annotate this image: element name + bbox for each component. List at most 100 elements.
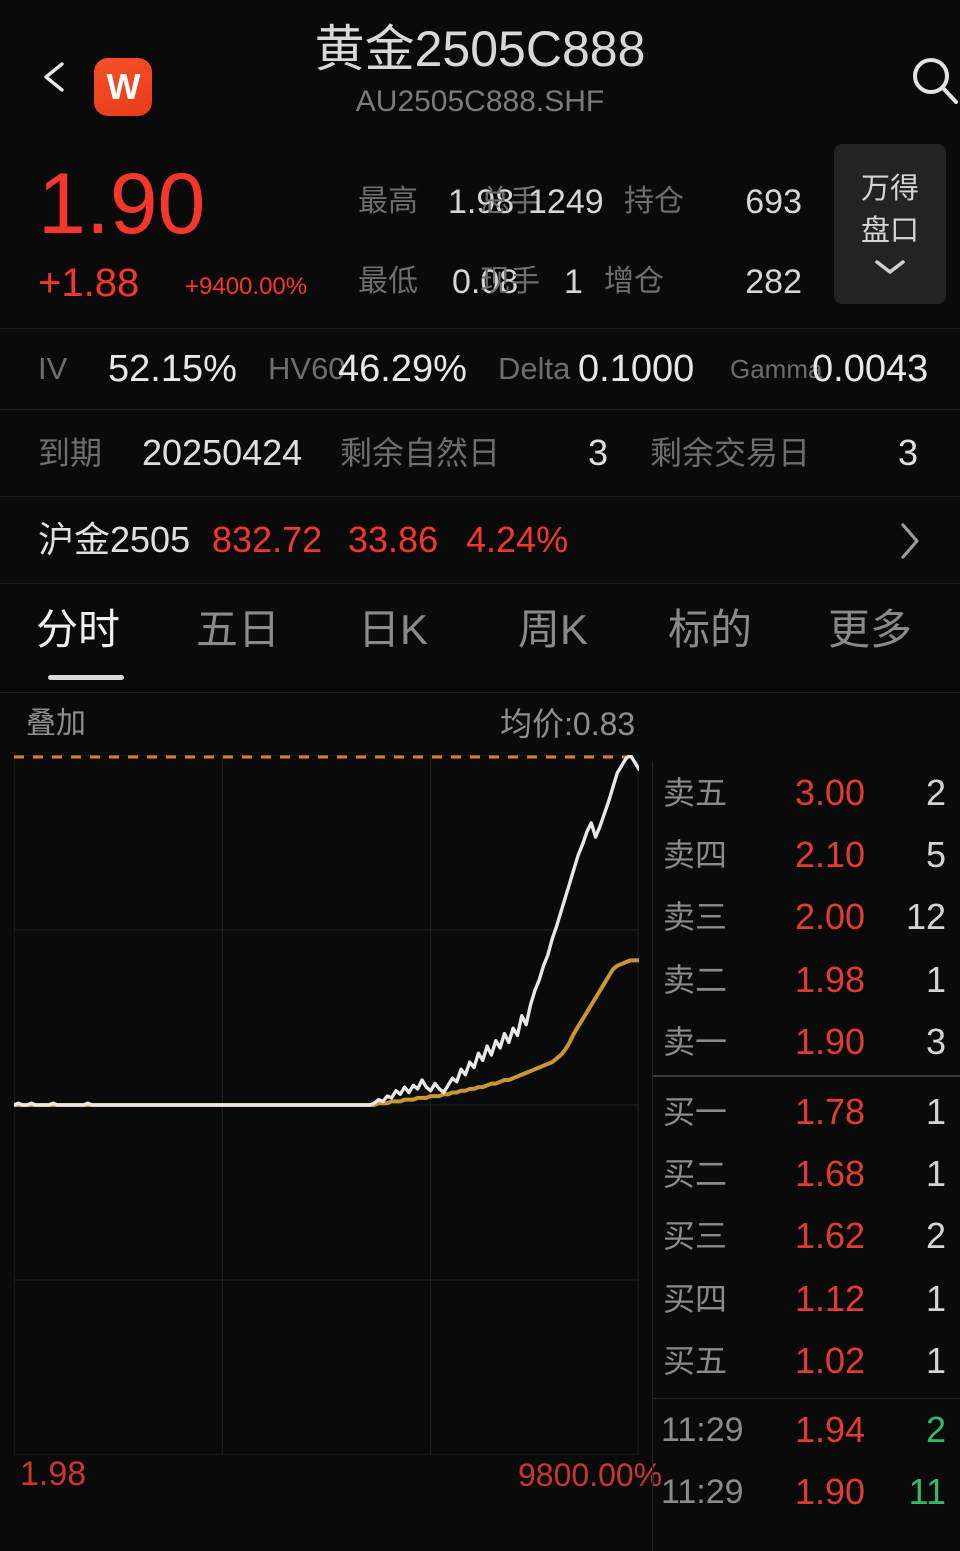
tab-biaodi[interactable]: 标的 bbox=[668, 606, 753, 653]
order-book: 卖五 3.00 2 卖四 2.10 5 卖三 2.00 12 卖二 1.98 1 卖一 1.90 3 买一 1… bbox=[652, 762, 960, 1551]
open-interest-value: 693 bbox=[745, 183, 802, 221]
expiry-value: 20250424 bbox=[142, 432, 303, 473]
underlying-row[interactable]: 沪金2505 832.72 33.86 4.24% bbox=[0, 497, 960, 583]
ask-rows: 卖五 3.00 2 卖四 2.10 5 卖三 2.00 12 卖二 1.98 1 卖一 1.90 3 bbox=[653, 762, 960, 1073]
trade-price: 1.94 bbox=[794, 1408, 866, 1450]
ask-row[interactable]: 卖五 3.00 2 bbox=[653, 762, 960, 824]
bid-level-label: 买五 bbox=[663, 1342, 728, 1379]
ask-price: 2.10 bbox=[794, 834, 866, 876]
natural-days-value: 3 bbox=[588, 432, 609, 473]
oi-change-value: 282 bbox=[745, 263, 802, 301]
quote-block: 1.90 +1.88 +9400.00% 最高 1.98 总手 1249 持仓 … bbox=[0, 144, 960, 328]
bid-level-label: 买四 bbox=[663, 1280, 728, 1317]
bid-row[interactable]: 买三 1.62 2 bbox=[653, 1205, 960, 1267]
y-axis-top-left: 1.98 bbox=[20, 1455, 87, 1493]
high-value: 1.98 bbox=[448, 183, 515, 221]
open-interest-label: 持仓 bbox=[624, 185, 684, 218]
iv-label: IV bbox=[38, 351, 68, 386]
bid-price: 1.02 bbox=[794, 1339, 866, 1381]
divider-3 bbox=[0, 496, 960, 497]
intraday-plot[interactable] bbox=[14, 755, 639, 1455]
price-change: +1.88 bbox=[38, 261, 140, 305]
tab-wuri[interactable]: 五日 bbox=[196, 606, 281, 653]
search-icon bbox=[913, 58, 958, 104]
tape-row-item[interactable]: 11:29 1.94 2 bbox=[653, 1399, 960, 1461]
ask-price: 2.00 bbox=[794, 896, 866, 938]
ask-row[interactable]: 卖一 1.90 3 bbox=[653, 1011, 960, 1073]
chevron-left-icon bbox=[44, 62, 64, 92]
ask-quantity: 1 bbox=[925, 958, 946, 1000]
trading-days-value: 3 bbox=[898, 432, 919, 473]
last-volume-value: 1 bbox=[564, 263, 583, 301]
last-volume-label: 现手 bbox=[480, 265, 540, 298]
tab-fenshi[interactable]: 分时 bbox=[36, 606, 121, 653]
chart-header: 叠加 均价:0.83 bbox=[0, 693, 960, 755]
wind-panel-chevron bbox=[873, 258, 907, 281]
bid-row[interactable]: 买五 1.02 1 bbox=[653, 1330, 960, 1392]
divider-5 bbox=[0, 692, 960, 693]
price-line bbox=[14, 755, 639, 1107]
ask-level-label: 卖一 bbox=[663, 1023, 728, 1060]
hv60-value: 46.29% bbox=[338, 348, 467, 390]
total-volume-label: 总手 bbox=[480, 185, 540, 218]
ask-quantity: 3 bbox=[925, 1020, 946, 1062]
ask-row[interactable]: 卖四 2.10 5 bbox=[653, 824, 960, 886]
back-button[interactable] bbox=[38, 60, 72, 94]
tab-rik[interactable]: 日K bbox=[358, 606, 429, 653]
high-label: 最高 bbox=[358, 185, 418, 218]
low-value: 0.08 bbox=[452, 263, 519, 301]
quote-stats-row-1: 最高 1.98 总手 1249 持仓 693 bbox=[352, 162, 822, 242]
expiry-label: 到期 bbox=[38, 435, 103, 471]
gamma-label: Gamma bbox=[730, 354, 823, 384]
wind-orderbook-toggle[interactable]: 万得 盘口 bbox=[834, 144, 946, 304]
gamma-value: 0.0043 bbox=[812, 348, 929, 390]
tab-gengduo[interactable]: 更多 bbox=[828, 606, 913, 653]
hv60-label: HV60 bbox=[268, 351, 346, 386]
bid-rows: 买一 1.78 1 买二 1.68 1 买三 1.62 2 买四 1.12 1 买五 1.02 1 bbox=[653, 1081, 960, 1392]
avg-price-label: 均价:0.83 bbox=[500, 706, 636, 742]
bid-quantity: 1 bbox=[925, 1153, 946, 1195]
underlying-name: 沪金2505 bbox=[38, 519, 191, 560]
underlying-change-percent: 4.24% bbox=[466, 519, 569, 560]
divider-1 bbox=[0, 328, 960, 329]
ask-level-label: 卖四 bbox=[663, 837, 728, 874]
greeks-row: IV 52.15% HV60 46.29% Delta 0.1000 Gamma… bbox=[0, 329, 960, 409]
chevron-right-icon bbox=[901, 523, 919, 559]
ask-row[interactable]: 卖二 1.98 1 bbox=[653, 949, 960, 1011]
total-volume-value: 1249 bbox=[528, 183, 604, 221]
delta-value: 0.1000 bbox=[578, 348, 695, 390]
wind-panel-line1: 万得 bbox=[860, 172, 919, 205]
search-button[interactable] bbox=[906, 52, 960, 108]
wind-logo[interactable]: W bbox=[94, 58, 152, 116]
trade-quantity: 11 bbox=[908, 1470, 946, 1512]
intraday-chart-svg bbox=[14, 755, 639, 1455]
bid-level-label: 买二 bbox=[663, 1156, 728, 1193]
ask-price: 3.00 bbox=[794, 772, 866, 813]
bid-quantity: 1 bbox=[925, 1277, 946, 1319]
ask-price: 1.90 bbox=[794, 1020, 866, 1062]
ask-quantity: 5 bbox=[925, 834, 946, 876]
bid-row[interactable]: 买四 1.12 1 bbox=[653, 1268, 960, 1330]
tape-row-item[interactable]: 11:29 1.90 11 bbox=[653, 1461, 960, 1523]
last-price: 1.90 bbox=[38, 156, 206, 252]
tab-zhouk[interactable]: 周K bbox=[518, 606, 589, 653]
chart-area: 叠加 均价:0.83 1.98 9800.00% 0.02 0.00% -1.9… bbox=[0, 693, 960, 1544]
divider-2 bbox=[0, 409, 960, 410]
quote-stats-row-2: 最低 0.08 现手 1 增仓 282 bbox=[352, 242, 822, 322]
quote-stats: 最高 1.98 总手 1249 持仓 693 最低 0.08 现手 1 增仓 2… bbox=[352, 162, 822, 322]
bid-row[interactable]: 买二 1.68 1 bbox=[653, 1143, 960, 1205]
ask-price: 1.98 bbox=[794, 958, 866, 1000]
book-separator bbox=[653, 1074, 960, 1077]
overlay-button[interactable]: 叠加 bbox=[26, 707, 86, 740]
bid-quantity: 1 bbox=[925, 1339, 946, 1381]
natural-days-label: 剩余自然日 bbox=[340, 435, 501, 471]
bid-level-label: 买一 bbox=[663, 1093, 728, 1130]
price-change-percent: +9400.00% bbox=[185, 273, 308, 300]
trade-tape: 11:29 1.94 2 11:29 1.90 11 bbox=[653, 1399, 960, 1523]
trading-days-label: 剩余交易日 bbox=[650, 435, 811, 471]
bid-price: 1.68 bbox=[794, 1153, 866, 1195]
active-tab-indicator bbox=[48, 675, 124, 680]
bid-price: 1.62 bbox=[794, 1215, 866, 1257]
bid-row[interactable]: 买一 1.78 1 bbox=[653, 1081, 960, 1143]
ask-row[interactable]: 卖三 2.00 12 bbox=[653, 886, 960, 948]
